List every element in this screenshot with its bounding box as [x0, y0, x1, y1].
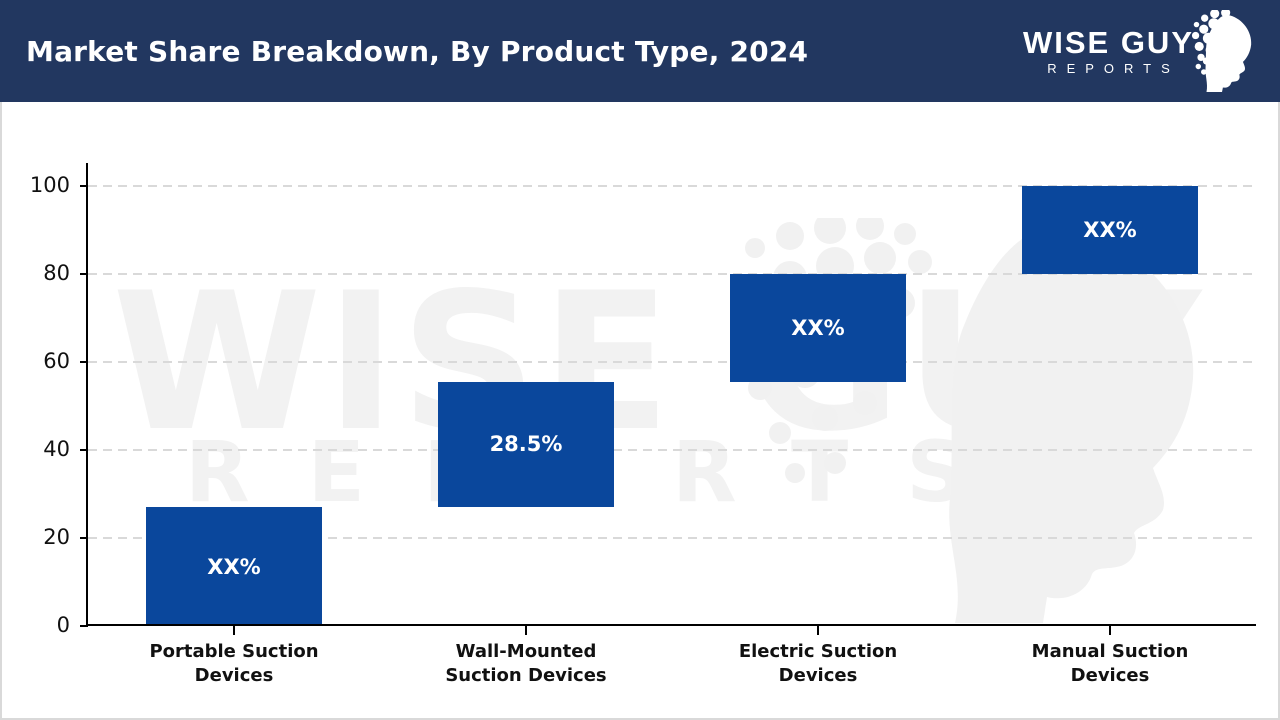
y-axis-tick — [80, 361, 88, 363]
wiseguy-logo: WISE GUY REPORTS — [1023, 10, 1254, 92]
bar-manual-suction-devices: XX% — [1022, 186, 1198, 274]
header-bar: Market Share Breakdown, By Product Type,… — [0, 0, 1280, 102]
x-category-label: Portable Suction Devices — [149, 641, 319, 687]
bar-portable-suction-devices: XX% — [146, 507, 322, 626]
y-axis-tick — [80, 185, 88, 187]
y-gridline — [88, 185, 1256, 187]
x-category-label: Wall-Mounted Suction Devices — [445, 641, 607, 687]
y-axis-tick — [80, 273, 88, 275]
bar-wall-mounted-suction-devices: 28.5% — [438, 381, 614, 508]
y-axis-tick — [80, 449, 88, 451]
y-gridline — [88, 273, 1256, 275]
y-gridline — [88, 361, 1256, 363]
x-axis-tick — [525, 626, 527, 635]
x-category-label: Electric Suction Devices — [738, 641, 898, 687]
y-tick-label: 60 — [43, 349, 70, 373]
x-axis-line — [86, 624, 1256, 626]
y-axis-line — [86, 163, 88, 626]
wiseguy-face-icon — [1191, 10, 1252, 92]
bar-value-label: 28.5% — [489, 432, 563, 457]
y-axis-tick — [80, 625, 88, 627]
y-gridline — [88, 449, 1256, 451]
x-axis-tick — [233, 626, 235, 635]
wiseguy-logo-text: WISE GUY REPORTS — [1023, 27, 1194, 75]
y-tick-label: 40 — [43, 437, 70, 461]
x-axis-tick — [1109, 626, 1111, 635]
bar-electric-suction-devices: XX% — [730, 274, 906, 382]
bar-value-label: XX% — [1083, 218, 1137, 242]
x-axis-tick — [817, 626, 819, 635]
logo-subtext: REPORTS — [1047, 61, 1180, 76]
x-category-label: Manual Suction Devices — [1031, 641, 1189, 687]
bar-value-label: XX% — [791, 315, 845, 340]
y-tick-label: 20 — [43, 525, 70, 549]
logo-wordmark: WISE GUY — [1022, 25, 1194, 60]
page-title: Market Share Breakdown, By Product Type,… — [26, 34, 809, 68]
y-gridline — [88, 537, 1256, 539]
y-tick-label: 100 — [29, 173, 70, 197]
bar-value-label: XX% — [207, 554, 261, 579]
y-axis-tick — [80, 537, 88, 539]
y-tick-label: 80 — [43, 261, 70, 285]
y-tick-label: 0 — [56, 613, 70, 637]
